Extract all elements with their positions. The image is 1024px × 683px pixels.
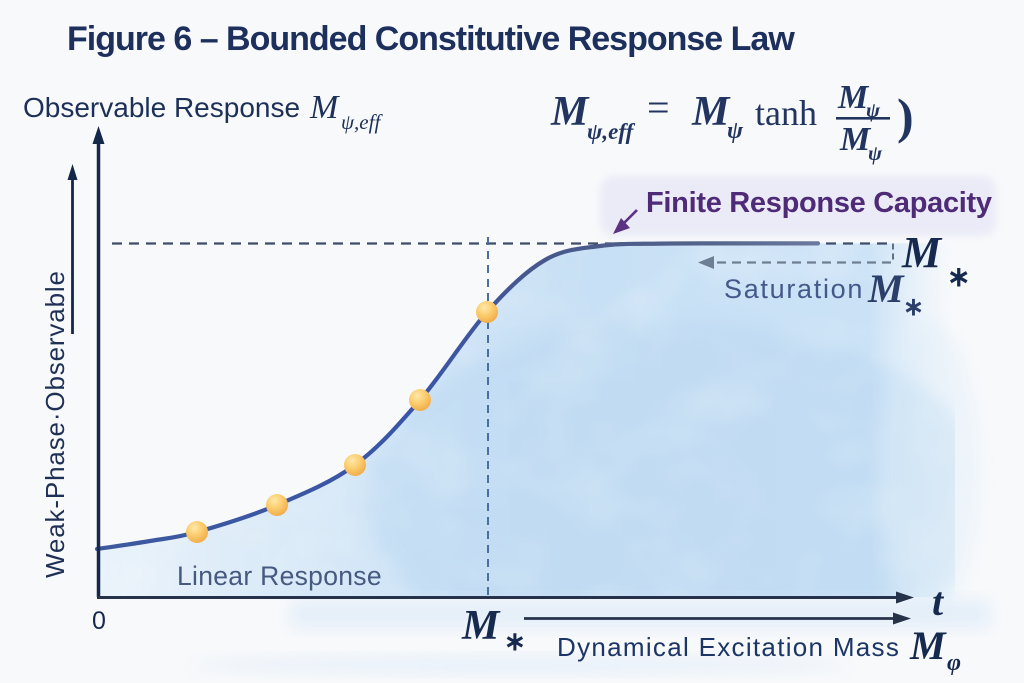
svg-text:M: M [837,79,870,116]
svg-text:ψ,eff: ψ,eff [587,119,636,144]
svg-text:∗: ∗ [947,262,970,293]
svg-text:Linear Response: Linear Response [177,561,382,591]
svg-text:0: 0 [92,607,106,635]
svg-text:Dynamical Excitation Mass: Dynamical Excitation Mass [557,632,900,662]
svg-text:t: t [932,579,945,624]
svg-text:M: M [867,266,905,311]
svg-text:M: M [309,89,340,126]
svg-text:ψ,eff: ψ,eff [341,110,383,134]
svg-text:Figure 6 – Bounded Constitutiv: Figure 6 – Bounded Constitutive Response… [67,20,795,58]
svg-text:M: M [691,89,731,135]
svg-text:∗: ∗ [504,627,526,656]
svg-text:M: M [909,623,947,668]
svg-text:Finite Response Capacity: Finite Response Capacity [646,187,992,219]
svg-text:M: M [461,603,501,649]
svg-text:Weak-Phase·Observable: Weak-Phase·Observable [40,270,70,578]
svg-text:ψ: ψ [727,118,744,144]
svg-text:M: M [550,89,590,135]
svg-text:Saturation: Saturation [724,274,864,304]
svg-text:tanh: tanh [755,93,817,133]
svg-text:∗: ∗ [903,294,924,321]
svg-text:φ: φ [947,650,961,676]
svg-text:M: M [901,228,943,277]
svg-text:Observable Response: Observable Response [23,92,300,123]
svg-text:ψ: ψ [868,141,883,165]
svg-text:ψ: ψ [866,98,881,122]
svg-text:M: M [839,121,872,158]
svg-text:): ) [897,88,914,144]
svg-text:=: = [647,85,670,130]
